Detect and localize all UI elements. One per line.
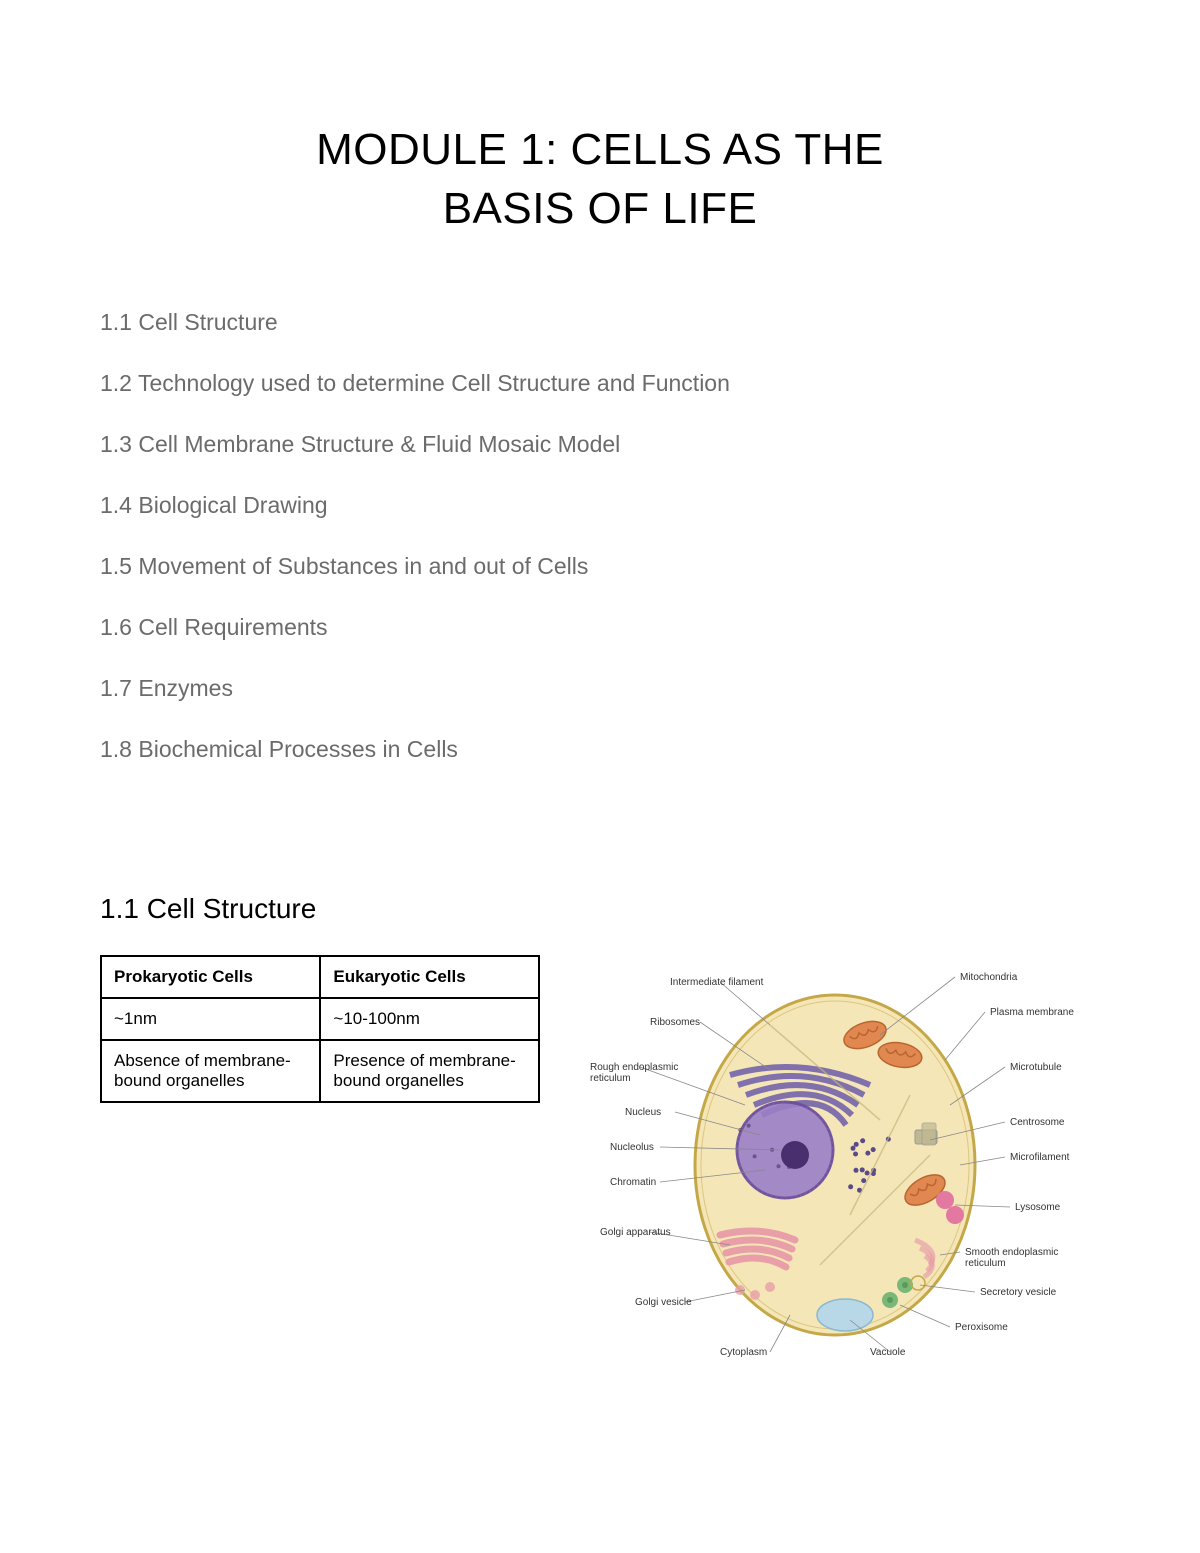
svg-text:Golgi apparatus: Golgi apparatus: [600, 1227, 671, 1238]
content-row: Prokaryotic Cells Eukaryotic Cells ~1nm …: [100, 955, 1100, 1375]
cell-diagram: Mitochondria Plasma membrane Intermediate …: [570, 955, 1080, 1375]
toc-item: 1.1 Cell Structure: [100, 309, 1100, 336]
table-row: ~1nm ~10-100nm: [101, 998, 539, 1040]
title-line-1: MODULE 1: CELLS AS THE: [316, 125, 884, 174]
svg-text:Secretory vesicle: Secretory vesicle: [980, 1287, 1057, 1298]
section-heading: 1.1 Cell Structure: [100, 893, 1100, 925]
svg-text:Nucleolus: Nucleolus: [610, 1142, 654, 1153]
svg-text:Chromatin: Chromatin: [610, 1177, 656, 1188]
table-cell: ~10-100nm: [320, 998, 539, 1040]
table-cell: Presence of membrane-bound organelles: [320, 1040, 539, 1102]
table-header-cell: Prokaryotic Cells: [101, 956, 320, 998]
title-line-2: BASIS OF LIFE: [443, 184, 758, 233]
svg-text:Smooth endoplasmic: Smooth endoplasmic: [965, 1247, 1058, 1258]
svg-text:Golgi vesicle: Golgi vesicle: [635, 1297, 692, 1308]
table-header-row: Prokaryotic Cells Eukaryotic Cells: [101, 956, 539, 998]
svg-text:Peroxisome: Peroxisome: [955, 1322, 1008, 1333]
page-title: MODULE 1: CELLS AS THE BASIS OF LIFE: [100, 120, 1100, 239]
svg-text:Cytoplasm: Cytoplasm: [720, 1347, 767, 1358]
svg-text:Centrosome: Centrosome: [1010, 1117, 1065, 1128]
toc-item: 1.6 Cell Requirements: [100, 614, 1100, 641]
svg-text:Intermediate filament: Intermediate filament: [670, 977, 764, 988]
svg-text:Lysosome: Lysosome: [1015, 1202, 1061, 1213]
table-cell: ~1nm: [101, 998, 320, 1040]
toc-item: 1.2 Technology used to determine Cell St…: [100, 370, 1100, 397]
toc-item: 1.3 Cell Membrane Structure & Fluid Mosa…: [100, 431, 1100, 458]
toc-item: 1.4 Biological Drawing: [100, 492, 1100, 519]
toc-item: 1.7 Enzymes: [100, 675, 1100, 702]
comparison-table: Prokaryotic Cells Eukaryotic Cells ~1nm …: [100, 955, 540, 1103]
cell-diagram-svg: Mitochondria Plasma membrane Intermediate …: [570, 955, 1080, 1375]
svg-text:reticulum: reticulum: [965, 1258, 1006, 1269]
svg-text:Nucleus: Nucleus: [625, 1107, 661, 1118]
table-row: Absence of membrane-bound organelles Pre…: [101, 1040, 539, 1102]
svg-text:Microfilament: Microfilament: [1010, 1152, 1070, 1163]
svg-text:reticulum: reticulum: [590, 1073, 631, 1084]
toc-item: 1.5 Movement of Substances in and out of…: [100, 553, 1100, 580]
svg-text:Plasma membrane: Plasma membrane: [990, 1007, 1074, 1018]
svg-text:Ribosomes: Ribosomes: [650, 1017, 700, 1028]
table-of-contents: 1.1 Cell Structure 1.2 Technology used t…: [100, 309, 1100, 763]
svg-text:Vacuole: Vacuole: [870, 1347, 906, 1358]
toc-item: 1.8 Biochemical Processes in Cells: [100, 736, 1100, 763]
table-cell: Absence of membrane-bound organelles: [101, 1040, 320, 1102]
svg-text:Rough endoplasmic: Rough endoplasmic: [590, 1062, 678, 1073]
svg-text:Mitochondria: Mitochondria: [960, 972, 1018, 983]
svg-text:Microtubule: Microtubule: [1010, 1062, 1062, 1073]
table-header-cell: Eukaryotic Cells: [320, 956, 539, 998]
